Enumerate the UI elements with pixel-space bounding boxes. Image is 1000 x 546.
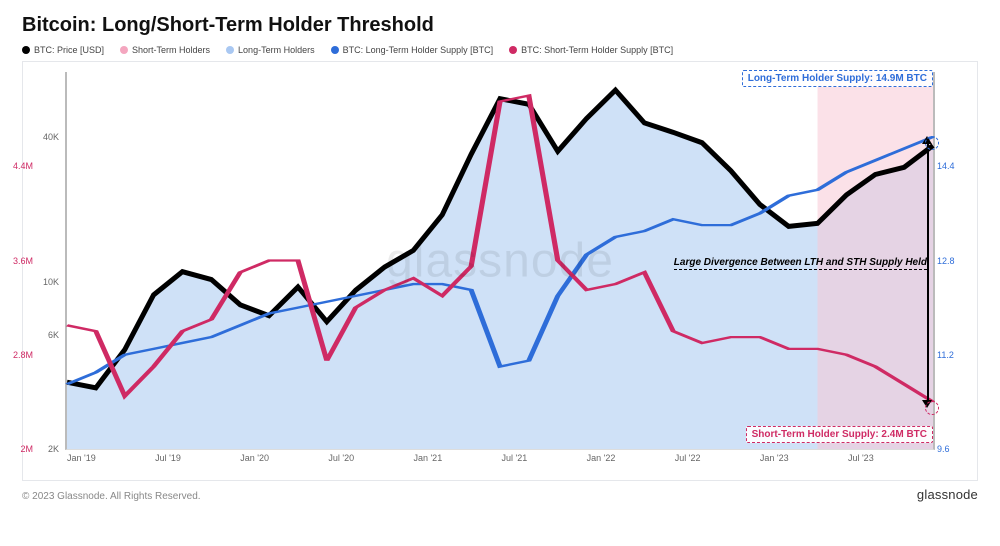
x-tick: Jan '19	[67, 453, 96, 463]
chart-title: Bitcoin: Long/Short-Term Holder Threshol…	[0, 0, 1000, 43]
legend-item-lth-supply: BTC: Long-Term Holder Supply [BTC]	[331, 45, 494, 55]
sth-target-circle-icon	[925, 401, 939, 415]
swatch-sth	[120, 46, 128, 54]
x-tick: Jul '21	[502, 453, 528, 463]
y-sth-tick: 4.4M	[0, 161, 33, 171]
annotation-lth-box: Long-Term Holder Supply: 14.9M BTC	[742, 70, 933, 87]
x-tick: Jul '23	[848, 453, 874, 463]
x-tick: Jan '20	[240, 453, 269, 463]
divergence-arrow	[927, 140, 929, 404]
legend-label: Short-Term Holders	[132, 45, 210, 55]
brand-logo: glassnode	[917, 487, 978, 502]
swatch-sth-supply	[509, 46, 517, 54]
annotation-sth-box: Short-Term Holder Supply: 2.4M BTC	[746, 426, 933, 443]
lth-target-circle-icon	[925, 136, 939, 150]
x-tick: Jan '23	[760, 453, 789, 463]
x-tick: Jul '22	[675, 453, 701, 463]
legend-label: BTC: Long-Term Holder Supply [BTC]	[343, 45, 494, 55]
y-price-tick: 2K	[29, 444, 59, 454]
y-lth-tick: 12.8	[937, 256, 975, 266]
legend-label: BTC: Short-Term Holder Supply [BTC]	[521, 45, 673, 55]
legend-item-sth: Short-Term Holders	[120, 45, 210, 55]
swatch-price	[22, 46, 30, 54]
y-lth-tick: 11.2	[937, 350, 975, 360]
legend-item-price: BTC: Price [USD]	[22, 45, 104, 55]
x-tick: Jul '19	[155, 453, 181, 463]
legend-item-sth-supply: BTC: Short-Term Holder Supply [BTC]	[509, 45, 673, 55]
x-tick: Jan '21	[413, 453, 442, 463]
footer: © 2023 Glassnode. All Rights Reserved. g…	[0, 481, 1000, 508]
legend-label: Long-Term Holders	[238, 45, 315, 55]
chart-container: glassnode Long-Term Holder Supply: 14.9M…	[22, 61, 978, 481]
y-price-tick: 10K	[29, 277, 59, 287]
copyright-text: © 2023 Glassnode. All Rights Reserved.	[22, 491, 201, 502]
y-sth-tick: 2.8M	[0, 350, 33, 360]
swatch-lth	[226, 46, 234, 54]
x-tick: Jan '22	[587, 453, 616, 463]
y-sth-tick: 2M	[0, 444, 33, 454]
annotation-divergence: Large Divergence Between LTH and STH Sup…	[674, 257, 927, 270]
y-price-tick: 40K	[29, 132, 59, 142]
x-tick: Jul '20	[328, 453, 354, 463]
y-lth-tick: 14.4	[937, 161, 975, 171]
y-lth-tick: 9.6	[937, 444, 975, 454]
chart-plot-area[interactable]: glassnode Long-Term Holder Supply: 14.9M…	[65, 72, 935, 450]
legend-item-lth: Long-Term Holders	[226, 45, 315, 55]
y-price-tick: 6K	[29, 330, 59, 340]
legend-label: BTC: Price [USD]	[34, 45, 104, 55]
y-sth-tick: 3.6M	[0, 256, 33, 266]
swatch-lth-supply	[331, 46, 339, 54]
legend: BTC: Price [USD] Short-Term Holders Long…	[0, 43, 1000, 59]
